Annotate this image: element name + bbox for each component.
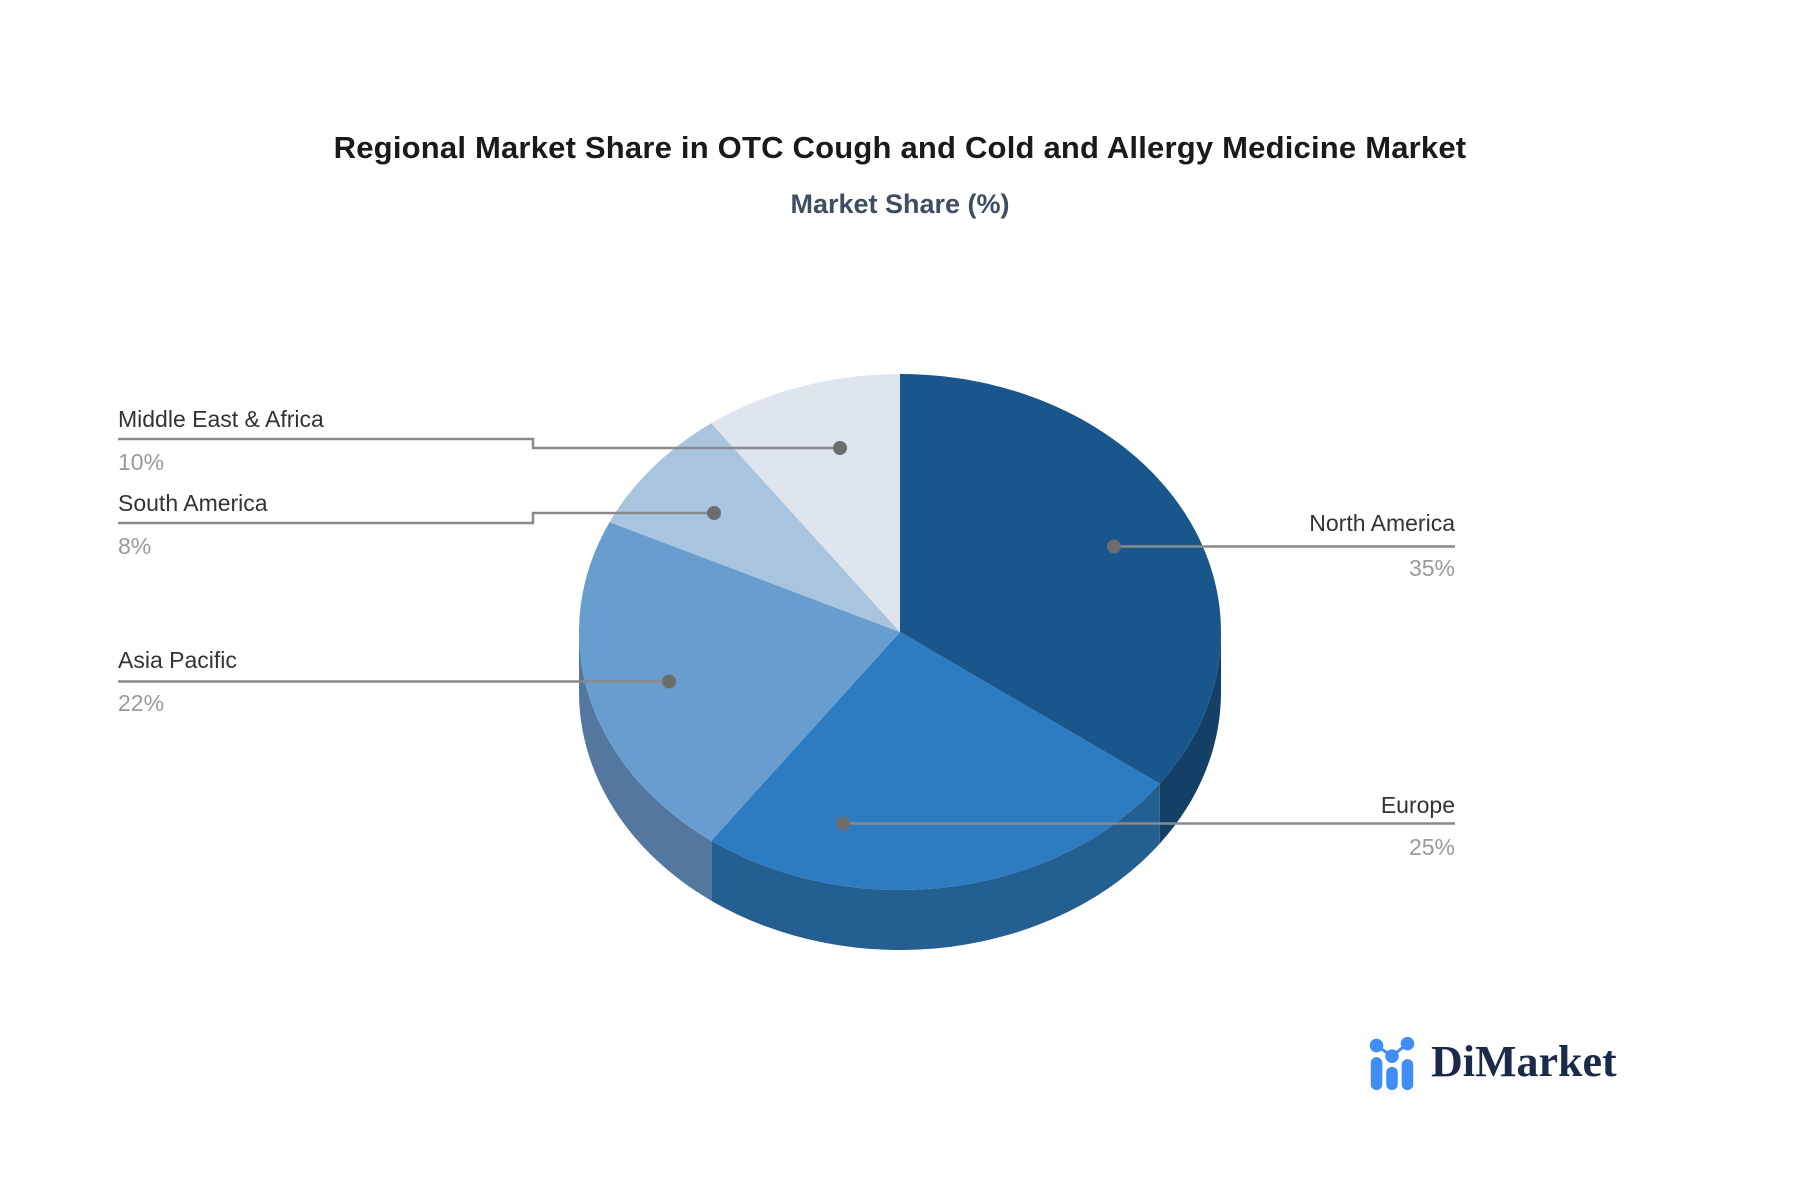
- pie-slice-middle-east-africa[interactable]: [711, 374, 900, 632]
- pie-slice-north-america[interactable]: [900, 374, 1222, 784]
- leader-line-middle-east-africa: [118, 437, 840, 450]
- label-middle-east-africa: Middle East & Africa: [118, 406, 324, 432]
- label-south-america: South America: [118, 490, 268, 516]
- label-north-america: North America: [1309, 510, 1455, 536]
- leader-line-south-america: [118, 511, 714, 525]
- pie-slice-side-europe: [711, 783, 1160, 951]
- pie-slice-asia-pacific[interactable]: [579, 522, 900, 841]
- value-europe: 25%: [1408, 834, 1455, 860]
- dimarket-logo: DiMarket: [1363, 1032, 1617, 1092]
- logo-chart-icon: [1369, 1036, 1415, 1091]
- value-middle-east-africa: 10%: [118, 449, 165, 475]
- label-europe: Europe: [1380, 792, 1455, 818]
- leader-dot-asia-pacific: [662, 674, 676, 689]
- value-south-america: 8%: [118, 533, 152, 559]
- leader-dot-europe: [836, 816, 850, 831]
- leader-dot-south-america: [707, 506, 721, 520]
- pie-slice-side-asia-pacific: [579, 632, 712, 901]
- logo-text: DiMarket: [1431, 1037, 1617, 1086]
- value-asia-pacific: 22%: [118, 690, 165, 716]
- pie-slice-side-north-america: [1159, 632, 1221, 844]
- value-north-america: 35%: [1408, 555, 1455, 581]
- leader-dot-middle-east-africa: [833, 441, 847, 455]
- leader-dot-north-america: [1107, 539, 1121, 554]
- pie-slice-europe[interactable]: [711, 632, 1160, 890]
- pie-slice-south-america[interactable]: [609, 423, 900, 632]
- chart-title: Regional Market Share in OTC Cough and C…: [333, 130, 1467, 165]
- chart-subtitle: Market Share (%): [790, 189, 1010, 219]
- label-asia-pacific: Asia Pacific: [118, 647, 237, 673]
